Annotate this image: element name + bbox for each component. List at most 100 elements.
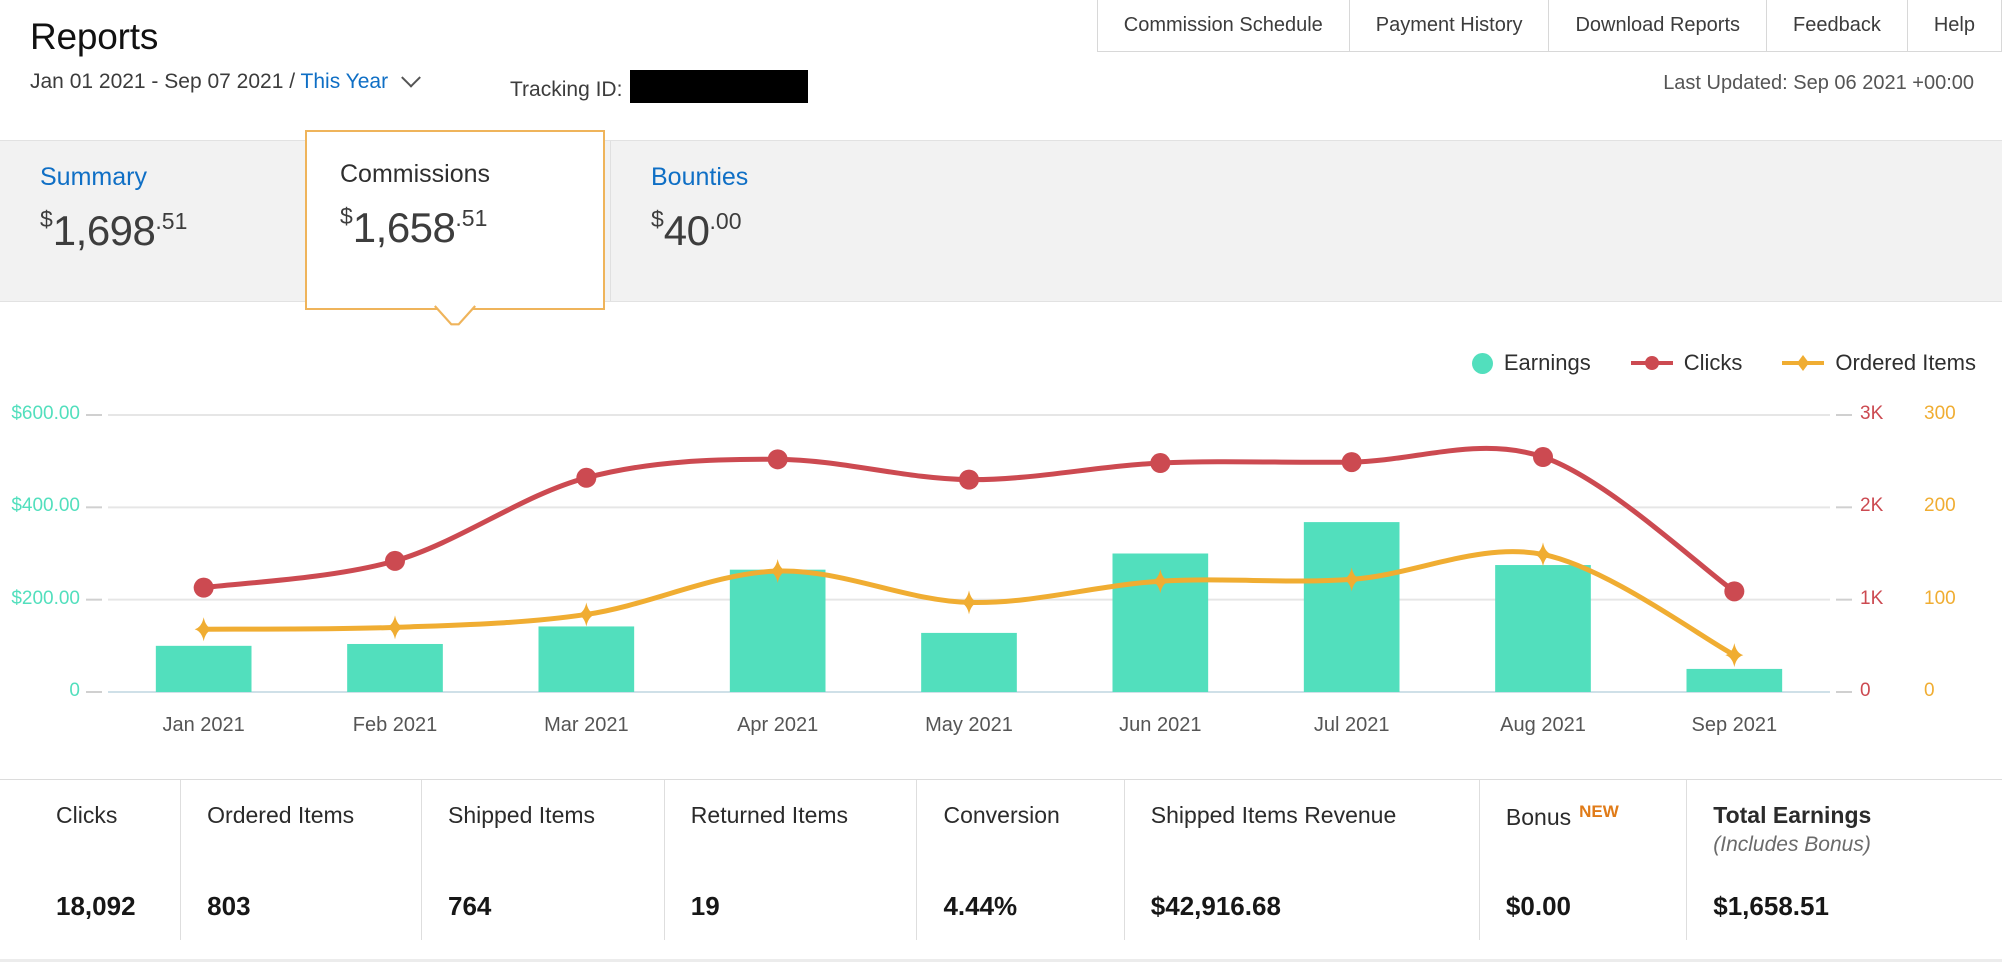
chart-point-ordered-items-jun-2021[interactable] (1151, 569, 1170, 594)
y-axis-clicks-tick: 0 (1860, 680, 1871, 701)
currency-symbol: $ (40, 206, 53, 232)
chart-bar-aug-2021[interactable] (1495, 565, 1591, 692)
nav-tab-label: Help (1933, 14, 1975, 36)
chart-plot-area: 0 $200.00 $400.00 $600.00 0 1K 2K 3K 0 100 200 300 J… (0, 302, 2002, 780)
chart-point-ordered-items-aug-2021[interactable] (1534, 542, 1552, 567)
chart-bar-jan-2021[interactable] (155, 645, 252, 692)
nav-tab-feedback[interactable]: Feedback (1766, 0, 1907, 51)
tracking-id: Tracking ID: (510, 70, 809, 103)
x-axis-label: Mar 2021 (544, 714, 629, 736)
chart-point-clicks-jan-2021[interactable] (193, 577, 214, 598)
chart-point-clicks-mar-2021[interactable] (576, 467, 597, 488)
chart-point-ordered-items-mar-2021[interactable] (577, 602, 596, 627)
chart-point-ordered-items-jan-2021[interactable] (194, 617, 213, 642)
legend-label: Clicks (1683, 350, 1743, 375)
chart-point-clicks-sep-2021[interactable] (1724, 581, 1745, 602)
legend-item-earnings[interactable]: Earnings (1471, 350, 1591, 376)
amount-whole: 40 (663, 207, 710, 254)
summary-card-summary[interactable]: Summary $1,698.51 (0, 141, 305, 301)
y-axis-left-tick: $400.00 (11, 495, 80, 517)
date-range-preset-link[interactable]: This Year (300, 70, 389, 93)
stat-header-label: Shipped Items (447, 802, 596, 828)
chart-point-clicks-may-2021[interactable] (959, 469, 979, 490)
chart-bar-sep-2021[interactable] (1686, 668, 1783, 692)
stat-header-label: Ordered Items (207, 802, 355, 828)
chart-bar-feb-2021[interactable] (347, 643, 443, 692)
stat-header-label: Conversion (943, 802, 1060, 828)
summary-band: Summary $1,698.51 Bounties $40.00 (0, 140, 2002, 302)
chart-bar-apr-2021[interactable] (729, 569, 826, 692)
chart-bar-mar-2021[interactable] (538, 626, 635, 692)
chart-point-ordered-items-jul-2021[interactable] (1342, 567, 1361, 592)
summary-card-amount: $1,698.51 (40, 206, 305, 255)
tracking-id-label: Tracking ID: (510, 78, 623, 101)
stat-header-label: Clicks (56, 802, 118, 828)
summary-card-amount: $40.00 (651, 206, 910, 255)
x-axis-label: Aug 2021 (1500, 714, 1586, 736)
x-axis-label: Jun 2021 (1119, 714, 1202, 736)
x-axis-label: Feb 2021 (352, 714, 438, 736)
y-axis-ordered-tick: 0 (1924, 680, 1935, 701)
stat-value: 19 (690, 891, 720, 921)
stat-value: 4.44% (943, 891, 1018, 921)
legend-label: Ordered Items (1835, 350, 1976, 375)
chevron-down-icon[interactable] (401, 68, 421, 89)
x-axis-label: Apr 2021 (737, 714, 819, 736)
x-axis-label: Jan 2021 (162, 714, 245, 736)
new-badge: NEW (1579, 802, 1619, 821)
legend-label: Earnings (1503, 350, 1591, 375)
legend-item-clicks[interactable]: Clicks (1630, 350, 1743, 376)
chart-point-clicks-jun-2021[interactable] (1150, 453, 1171, 474)
y-axis-ordered-tick: 300 (1924, 403, 1956, 424)
stat-header: Returned Items (691, 802, 917, 829)
stat-cell-returned-items: Returned Items 19 (663, 780, 917, 940)
nav-tab-download-reports[interactable]: Download Reports (1548, 0, 1767, 51)
nav-tab-label: Payment History (1375, 14, 1523, 36)
chart-point-ordered-items-may-2021[interactable] (960, 590, 978, 615)
chart-point-clicks-feb-2021[interactable] (385, 550, 405, 571)
chart-svg (86, 414, 1852, 693)
stat-value: $42,916.68 (1150, 891, 1281, 921)
chart-bar-may-2021[interactable] (921, 632, 1017, 692)
summary-card-label[interactable]: Summary (40, 163, 147, 191)
chart-point-ordered-items-apr-2021[interactable] (768, 559, 787, 584)
summary-card-amount: $1,658.51 (340, 203, 603, 252)
nav-tab-help[interactable]: Help (1906, 0, 2002, 51)
stat-header: Conversion (943, 802, 1123, 829)
amount-cents: .51 (155, 208, 188, 234)
amount-whole: 1,698 (52, 207, 156, 254)
y-axis-clicks-tick: 3K (1860, 403, 1884, 424)
chart-bar-jul-2021[interactable] (1303, 522, 1400, 692)
callout-arrow-icon (434, 305, 476, 326)
currency-symbol: $ (651, 206, 664, 232)
stat-subheader: (Includes Bonus) (1713, 833, 1871, 856)
chart-point-clicks-aug-2021[interactable] (1533, 447, 1553, 468)
x-axis-label: May 2021 (925, 714, 1013, 736)
y-axis-left-tick: 0 (69, 680, 80, 701)
bottom-divider (0, 959, 2002, 962)
summary-card-bounties[interactable]: Bounties $40.00 (610, 141, 910, 301)
chart-point-ordered-items-sep-2021[interactable] (1725, 643, 1744, 668)
stat-header-label: Returned Items (690, 802, 849, 828)
currency-symbol: $ (340, 203, 353, 229)
chart-point-clicks-jul-2021[interactable] (1341, 452, 1362, 473)
y-axis-left-tick: $600.00 (11, 403, 80, 424)
chart-legend: Earnings Clicks Ordered Items (1471, 350, 1976, 376)
stat-header: Shipped Items (448, 802, 664, 829)
chart-point-ordered-items-feb-2021[interactable] (386, 615, 404, 640)
chart-point-clicks-apr-2021[interactable] (767, 449, 788, 470)
stat-header-label: Shipped Items Revenue (1150, 802, 1397, 828)
legend-item-ordered-items[interactable]: Ordered Items (1782, 350, 1976, 376)
nav-tab-payment-history[interactable]: Payment History (1348, 0, 1549, 51)
nav-tab-commission-schedule[interactable]: Commission Schedule (1096, 0, 1349, 51)
stat-cell-total-earnings: Total Earnings (Includes Bonus) $1,658.51 (1686, 780, 2002, 940)
tracking-id-redacted-value (630, 70, 809, 103)
chart-panel: Earnings Clicks Ordered Items 0 $200.00 $400… (0, 302, 2002, 780)
summary-card-label[interactable]: Bounties (651, 163, 749, 191)
summary-card-commissions-selected[interactable]: Commissions $1,658.51 (305, 130, 605, 326)
stat-header: Bonus NEW (1506, 802, 1686, 831)
top-nav-tabs: Commission Schedule Payment History Downlo… (1096, 0, 2002, 52)
page-title: Reports (30, 16, 159, 57)
stat-cell-shipped-items-revenue: Shipped Items Revenue $42,916.68 (1123, 780, 1479, 940)
